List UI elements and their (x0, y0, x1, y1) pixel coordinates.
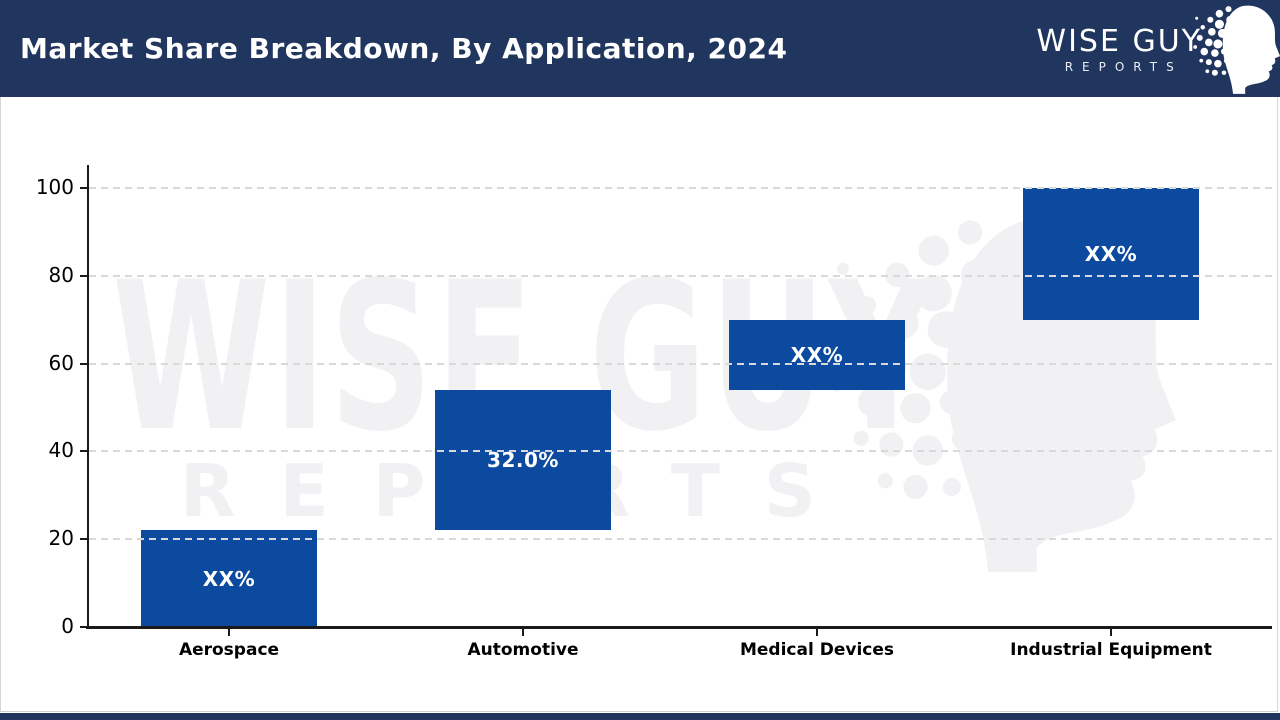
x-axis-label: Aerospace (178, 640, 280, 660)
bar-medical-devices: XX% (729, 319, 905, 390)
y-axis-tick (80, 450, 87, 453)
wise-guy-reports-logo: WISE GUY REPORTS (1020, 0, 1280, 97)
logo-head-icon (1193, 5, 1280, 94)
x-axis-label: Industrial Equipment (1010, 640, 1212, 660)
y-axis-tick (80, 362, 87, 365)
x-axis-line (86, 626, 1272, 629)
header: Market Share Breakdown, By Application, … (0, 0, 1280, 97)
logo-wordmark: WISE GUY REPORTS (1036, 26, 1202, 74)
page-title: Market Share Breakdown, By Application, … (20, 32, 788, 65)
logo-wordmark-line1: WISE GUY (1036, 24, 1202, 59)
y-axis-tick (80, 626, 87, 628)
gridline-60 (89, 362, 1272, 365)
y-axis-tick (80, 538, 87, 541)
y-axis-tick (80, 274, 87, 277)
x-axis-tick (1110, 629, 1112, 636)
gridline-40 (89, 450, 1272, 453)
y-axis-tick-label: 20 (48, 526, 74, 551)
gridline-20 (89, 538, 1272, 541)
footer-bar (0, 713, 1280, 720)
bar-value-label: XX% (202, 566, 256, 591)
y-axis-tick-label: 60 (48, 350, 74, 375)
gridline-100 (89, 187, 1272, 189)
y-axis-tick-label: 80 (48, 262, 74, 287)
x-axis-tick (522, 629, 524, 636)
bar-value-label: XX% (1084, 241, 1138, 266)
y-axis-tick (80, 187, 87, 189)
x-axis-tick (228, 629, 230, 636)
x-axis-tick (816, 629, 818, 636)
y-axis-line (87, 165, 89, 628)
gridline-80 (89, 274, 1272, 277)
bar-aerospace: XX% (141, 530, 317, 627)
y-axis-tick-label: 40 (48, 438, 74, 463)
bar-industrial-equipment: XX% (1023, 188, 1199, 320)
y-axis-tick-label: 100 (35, 175, 74, 199)
y-axis-tick-label: 0 (61, 614, 74, 638)
x-axis-label: Automotive (467, 640, 579, 660)
x-axis-label: Medical Devices (739, 640, 894, 660)
logo-wordmark-line2: REPORTS (1064, 59, 1183, 74)
bar-automotive: 32.0% (435, 389, 611, 531)
